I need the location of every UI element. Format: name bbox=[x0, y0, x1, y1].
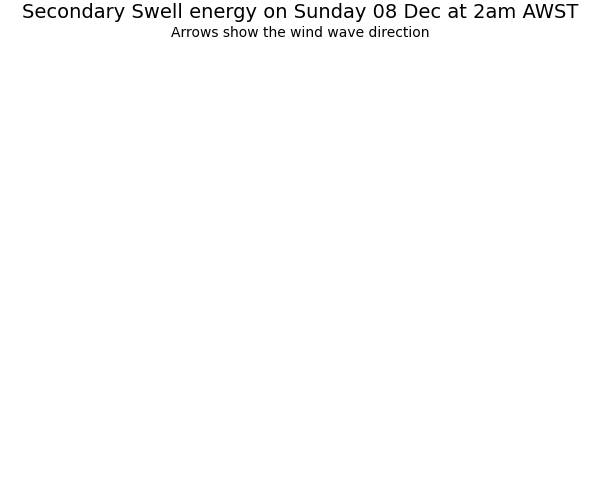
Text: Arrows show the wind wave direction: Arrows show the wind wave direction bbox=[171, 26, 430, 40]
Text: Secondary Swell energy on Sunday 08 Dec at 2am AWST: Secondary Swell energy on Sunday 08 Dec … bbox=[22, 3, 579, 22]
Text: Cartopy not available: Cartopy not available bbox=[196, 257, 405, 275]
